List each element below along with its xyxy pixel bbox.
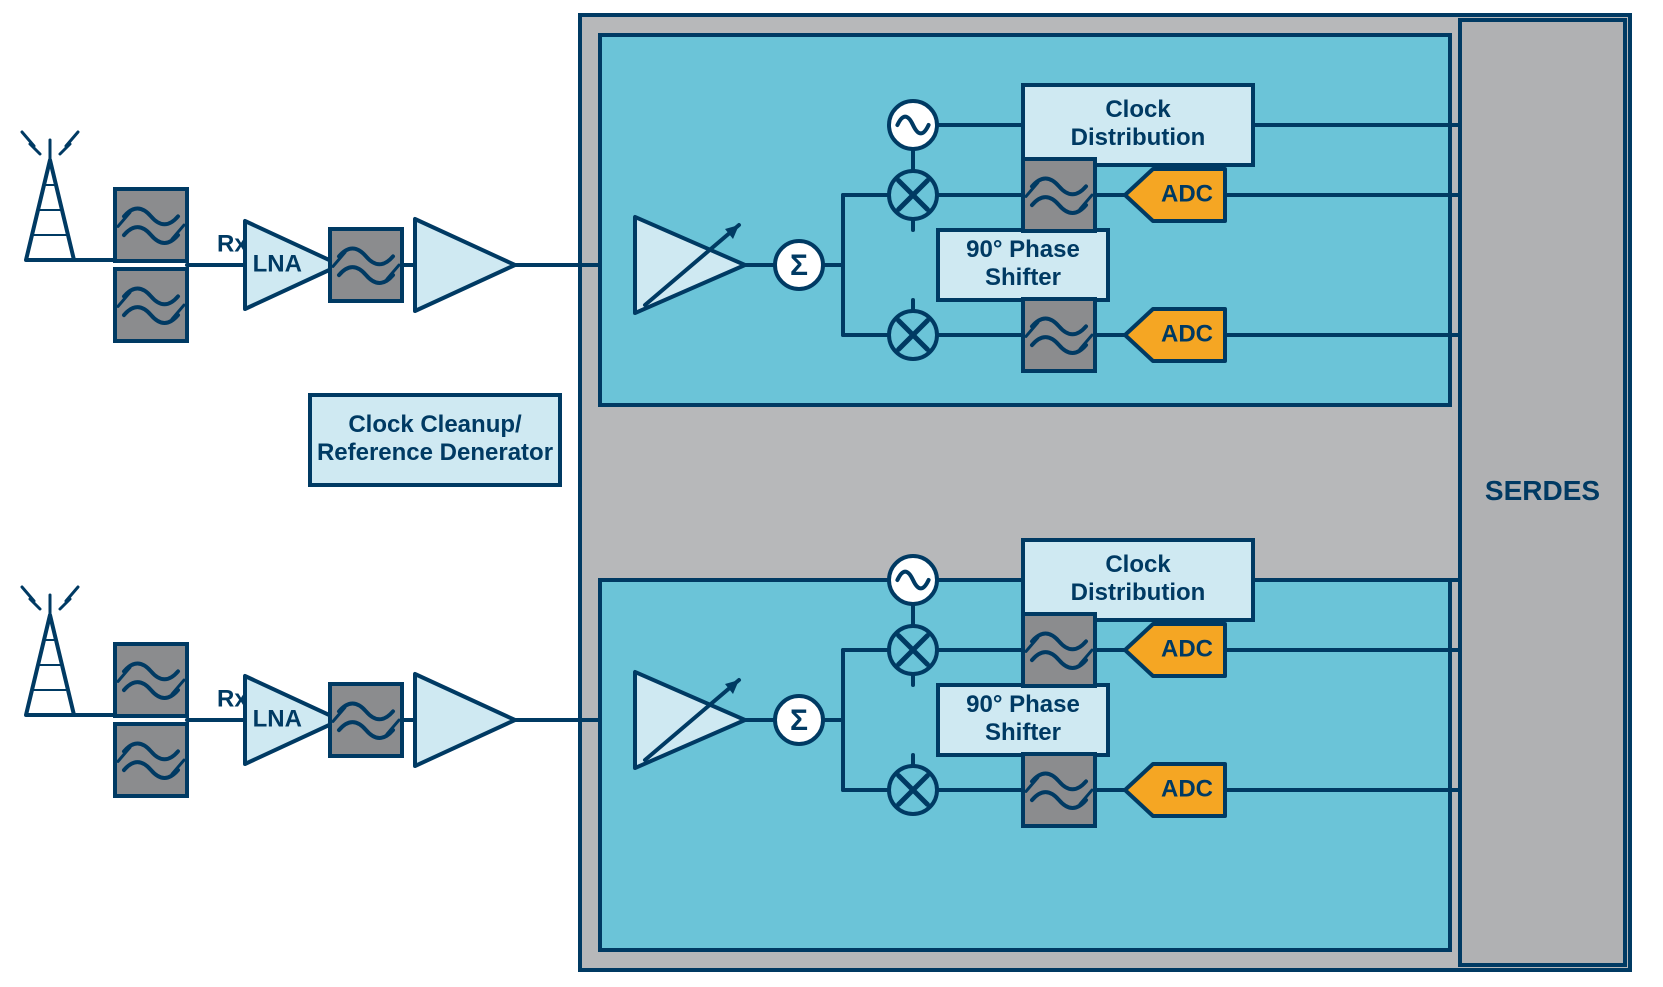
amplifier-icon bbox=[415, 219, 515, 311]
filter-icon bbox=[115, 724, 187, 796]
adc-label: ADC bbox=[1161, 775, 1213, 802]
filter-icon bbox=[330, 684, 402, 756]
filter-icon bbox=[1023, 614, 1095, 686]
filter-icon bbox=[330, 229, 402, 301]
filter-icon bbox=[115, 269, 187, 341]
adc-label: ADC bbox=[1161, 180, 1213, 207]
amplifier-icon bbox=[415, 674, 515, 766]
amp-label: LNA bbox=[253, 705, 302, 732]
filter-icon bbox=[115, 644, 187, 716]
filter-icon bbox=[115, 189, 187, 261]
adc-label: ADC bbox=[1161, 320, 1213, 347]
amp-label: LNA bbox=[253, 250, 302, 277]
sigma-label: Σ bbox=[790, 249, 808, 282]
serdes-label: SERDES bbox=[1485, 475, 1600, 506]
sigma-label: Σ bbox=[790, 704, 808, 737]
clock-cleanup-block-label: Clock Cleanup/Reference Denerator bbox=[317, 412, 553, 467]
filter-icon bbox=[1023, 754, 1095, 826]
filter-icon bbox=[1023, 159, 1095, 231]
filter-icon bbox=[1023, 299, 1095, 371]
adc-label: ADC bbox=[1161, 635, 1213, 662]
